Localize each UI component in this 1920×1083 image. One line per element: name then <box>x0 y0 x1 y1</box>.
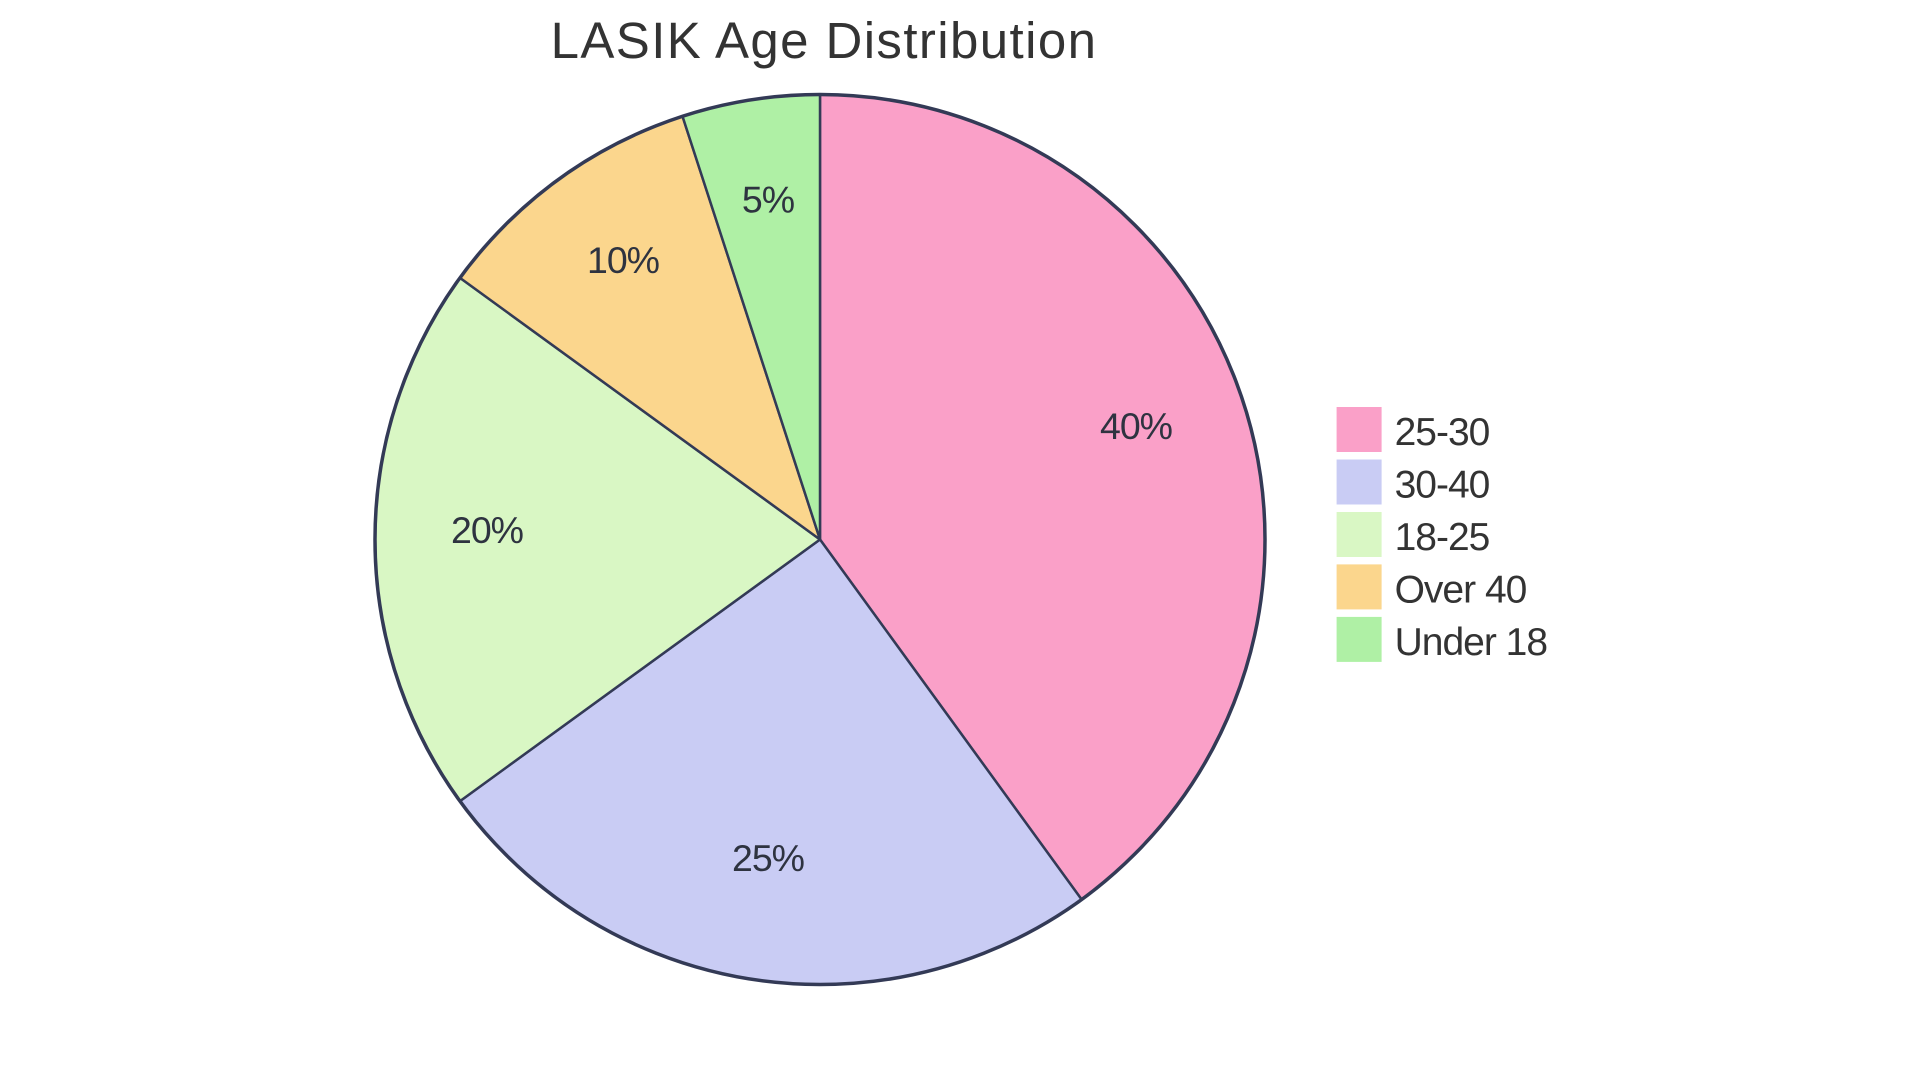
svg-text:5%: 5% <box>742 179 794 221</box>
svg-text:25-30: 25-30 <box>1395 411 1490 454</box>
svg-text:10%: 10% <box>587 239 659 281</box>
svg-text:20%: 20% <box>451 509 523 551</box>
svg-text:LASIK Age Distribution: LASIK Age Distribution <box>551 12 1098 69</box>
svg-text:30-40: 30-40 <box>1395 464 1490 507</box>
svg-text:18-25: 18-25 <box>1395 516 1490 559</box>
svg-text:Under 18: Under 18 <box>1395 621 1547 664</box>
svg-text:Over 40: Over 40 <box>1395 568 1527 611</box>
svg-text:40%: 40% <box>1100 405 1172 447</box>
svg-text:25%: 25% <box>732 837 804 879</box>
